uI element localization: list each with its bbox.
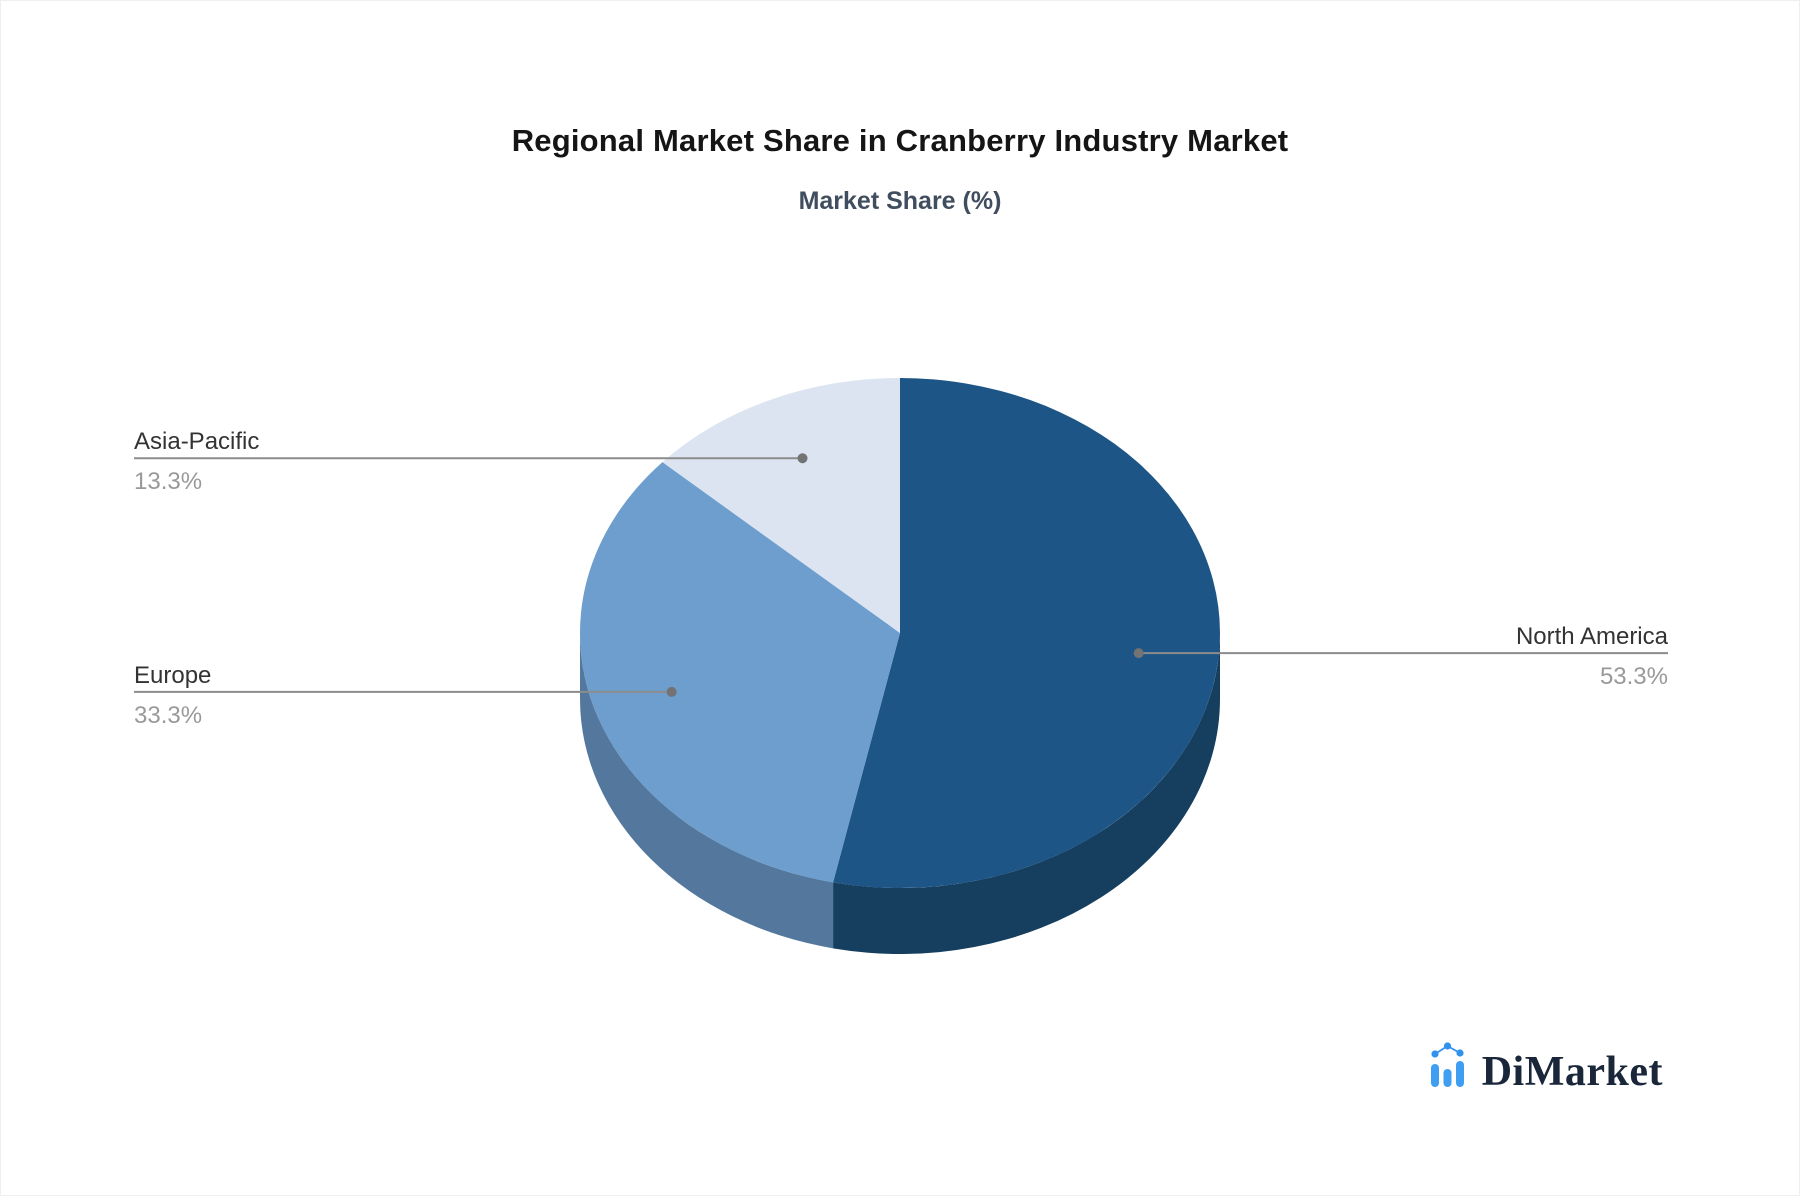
slice-label-name-north-america: North America — [1516, 623, 1669, 650]
brand-logo-text: DiMarket — [1481, 1048, 1663, 1095]
pie-slice-asia-pacific[interactable] — [662, 378, 900, 633]
brand-logo: DiMarket — [1425, 1039, 1663, 1095]
leader-dot-europe — [666, 686, 677, 697]
pie-slice-north-america[interactable] — [833, 378, 1220, 888]
leader-dot-asia-pacific — [797, 453, 808, 464]
pie-slice-europe[interactable] — [580, 462, 900, 883]
pie-slice-side-north-america — [833, 633, 1220, 954]
leader-dot-north-america — [1133, 648, 1144, 659]
logo-bars — [1430, 1061, 1464, 1087]
bar-line-chart-icon — [1430, 1042, 1464, 1087]
slice-label-name-asia-pacific: Asia-Pacific — [134, 428, 259, 455]
slice-label-value-asia-pacific: 13.3% — [134, 468, 202, 495]
slice-label-value-europe: 33.3% — [134, 702, 202, 729]
slice-label-value-north-america: 53.3% — [1600, 663, 1668, 690]
slice-label-name-europe: Europe — [134, 662, 211, 689]
logo-dots — [1431, 1042, 1464, 1058]
pie-slice-side-europe — [580, 633, 834, 949]
